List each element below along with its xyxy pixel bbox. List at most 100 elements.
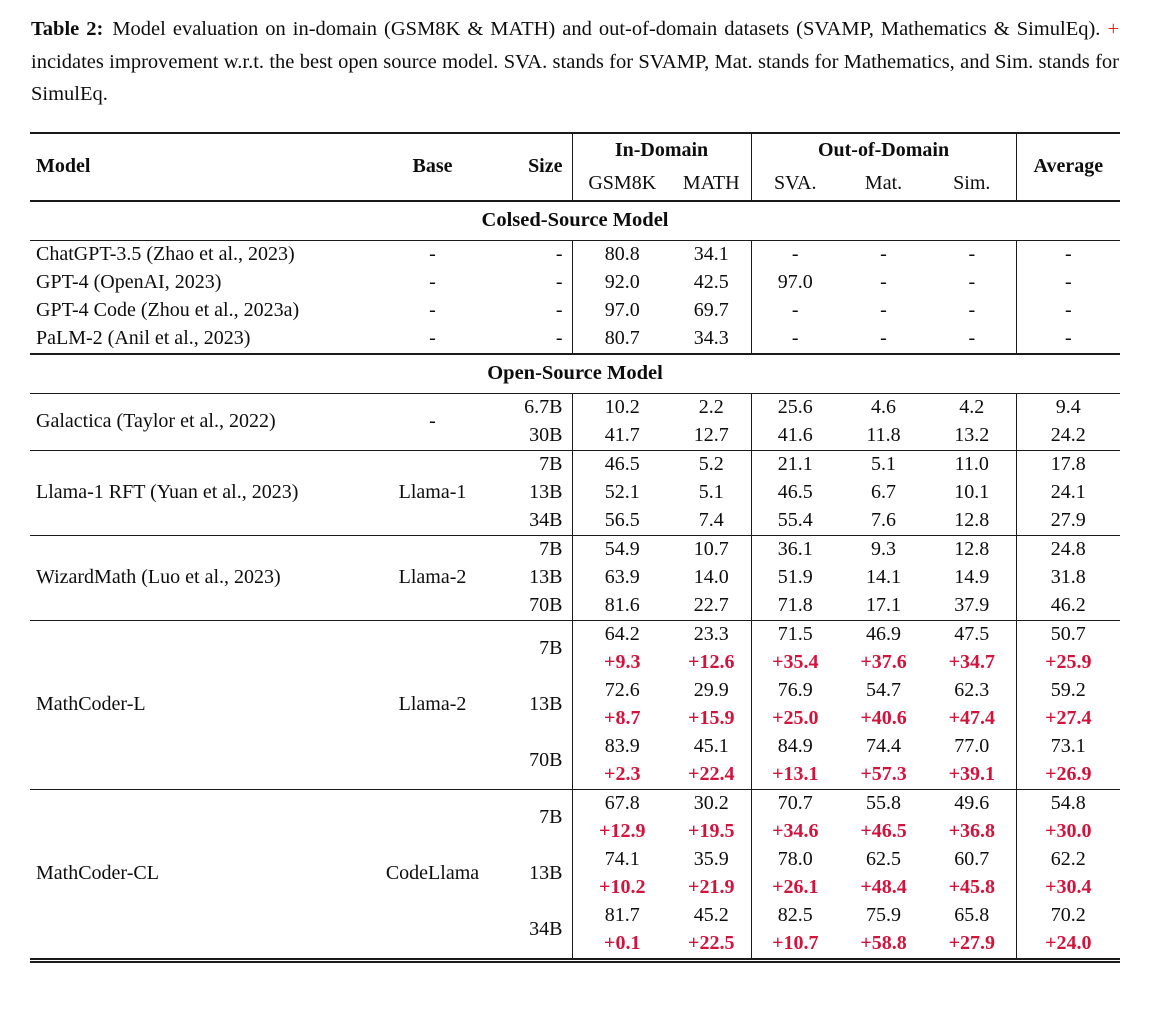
model-name-cell: Llama-1 RFT (Yuan et al., 2023) <box>30 449 370 535</box>
section-title: Open-Source Model <box>30 352 1121 394</box>
metric-value-cell: 7.6 <box>871 509 897 531</box>
metric-value-cell: 59.2 <box>1015 676 1121 705</box>
metric-delta-cell: +58.8 <box>860 932 907 954</box>
column-group-in-domain: In-Domain <box>571 132 752 167</box>
table-row: GPT-4 (OpenAI, 2023) - -92.0 42.5 97.0- - - <box>30 268 1121 297</box>
metric-value-cell: 46.5 <box>750 478 840 507</box>
metric-value-cell: 65.8 <box>954 904 990 926</box>
metric-value-cell: 71.8 <box>750 591 840 620</box>
size-cell: 13B <box>529 693 563 715</box>
metric-value-cell: 72.6 <box>571 676 672 705</box>
metric-value-cell: 22.7 <box>693 594 729 616</box>
metric-value-cell: 55.4 <box>750 506 840 535</box>
metric-value-cell: 80.7 <box>571 324 672 354</box>
metric-value-cell: - <box>968 271 976 293</box>
metric-delta-cell: +36.8 <box>948 820 995 842</box>
size-cell: 6.7B <box>524 396 563 418</box>
metric-value-cell: 24.1 <box>1015 478 1121 507</box>
metric-value-cell: - <box>968 243 976 265</box>
table-caption: Table 2: Model evaluation on in-domain (G… <box>31 13 1119 111</box>
metric-value-cell: 49.6 <box>928 788 1017 818</box>
base-model-cell: - <box>429 243 436 265</box>
metric-value-cell: - <box>968 299 976 321</box>
size-cell: - <box>555 243 563 265</box>
base-model-cell: Llama-2 <box>370 619 495 789</box>
metric-value-cell: 81.6 <box>571 591 672 620</box>
metric-value-cell: 2.2 <box>698 396 724 418</box>
metric-value-cell: - <box>968 327 976 349</box>
size-cell: 13B <box>529 566 563 588</box>
table-row: MathCoder-L Llama-2 7B 64.2 23.3 71.5 46.9 47.5… <box>30 619 1121 789</box>
base-model-cell: - <box>429 410 436 432</box>
metric-value-cell: 21.1 <box>750 449 840 479</box>
metric-delta-cell: +47.4 <box>948 707 995 729</box>
metric-value-cell: 11.0 <box>928 449 1017 479</box>
metric-delta-cell: +12.9 <box>571 817 672 846</box>
metric-value-cell: 55.8 <box>839 788 929 818</box>
metric-delta-cell: +27.9 <box>948 932 995 954</box>
metric-value-cell: 9.3 <box>839 534 929 564</box>
caption-label: Table 2: <box>31 18 104 40</box>
header-group-row: Model Base Size In-Domain Out-of-Domain … <box>30 132 1121 201</box>
base-model-cell: - <box>429 327 436 349</box>
metric-delta-cell: +25.9 <box>1015 648 1121 677</box>
metric-value-cell: 7.4 <box>698 509 724 531</box>
metric-value-cell: - <box>1015 296 1121 325</box>
metric-value-cell: 14.1 <box>866 566 902 588</box>
metric-value-cell: 81.7 <box>571 901 672 930</box>
base-model-cell: CodeLlama <box>370 788 495 960</box>
metric-value-cell: 14.9 <box>954 566 990 588</box>
column-header-math: MATH <box>682 171 740 194</box>
metric-delta-cell: +10.2 <box>571 873 672 902</box>
metric-delta-cell: +9.3 <box>571 648 672 677</box>
model-name-cell: GPT-4 (OpenAI, 2023) <box>36 271 222 293</box>
evaluation-table: Model Base Size In-Domain Out-of-Domain … <box>30 131 1121 963</box>
metric-value-cell: 5.2 <box>672 449 752 479</box>
metric-value-cell: 13.2 <box>954 424 990 446</box>
metric-value-cell: 41.6 <box>750 421 840 450</box>
column-header-sva: SVA. <box>750 166 840 201</box>
metric-value-cell: 12.7 <box>693 424 729 446</box>
metric-value-cell: - <box>880 271 887 293</box>
metric-value-cell: 83.9 <box>571 732 672 761</box>
metric-value-cell: 17.8 <box>1015 449 1121 479</box>
table-row: 34B 81.7 45.2 82.5 75.9 65.8 70.2 <box>30 901 1121 940</box>
metric-delta-cell: +13.1 <box>750 760 840 789</box>
metric-value-cell: 47.5 <box>928 619 1017 649</box>
table-row: PaLM-2 (Anil et al., 2023) - -80.7 34.3- - - - <box>30 324 1121 354</box>
column-header-gsm8k: GSM8K <box>571 166 672 201</box>
metric-value-cell: 56.5 <box>571 506 672 535</box>
metric-value-cell: 31.8 <box>1015 563 1121 592</box>
metric-delta-cell: +26.9 <box>1015 760 1121 789</box>
metric-value-cell: 50.7 <box>1015 619 1121 649</box>
model-name-cell: MathCoder-CL <box>30 788 370 960</box>
metric-value-cell: 27.9 <box>1015 506 1121 535</box>
metric-delta-cell: +45.8 <box>948 876 995 898</box>
metric-value-cell: 54.8 <box>1015 788 1121 818</box>
metric-value-cell: 60.7 <box>954 848 990 870</box>
metric-value-cell: 78.0 <box>750 845 840 874</box>
section-header-row: Open-Source Model <box>30 352 1121 394</box>
table-row: Galactica (Taylor et al., 2022) - 6.7B 10.2… <box>30 393 1121 432</box>
delta-row: +0.1 +22.5 +10.7 +58.8 +27.9 +24.0 <box>30 929 1121 960</box>
size-cell: 13B <box>529 481 563 503</box>
metric-value-cell: 74.4 <box>866 735 902 757</box>
metric-value-cell: 46.2 <box>1015 591 1121 620</box>
metric-value-cell: 5.1 <box>839 449 929 479</box>
metric-value-cell: 84.9 <box>750 732 840 761</box>
model-name-cell: MathCoder-L <box>30 619 370 789</box>
metric-value-cell: 45.1 <box>693 735 729 757</box>
metric-value-cell: 6.7 <box>871 481 897 503</box>
metric-value-cell: 17.1 <box>866 594 902 616</box>
table-row: MathCoder-CL CodeLlama 7B 67.8 30.2 70.7 55.8 4… <box>30 788 1121 960</box>
section-title: Colsed-Source Model <box>30 199 1121 241</box>
metric-value-cell: 77.0 <box>954 735 990 757</box>
metric-value-cell: 51.9 <box>750 563 840 592</box>
metric-value-cell: 82.5 <box>750 901 840 930</box>
delta-row: +12.9 +19.5 +34.6 +46.5 +36.8 +30.0 <box>30 817 1121 846</box>
metric-value-cell: 75.9 <box>866 904 902 926</box>
table-row: Llama-1 RFT (Yuan et al., 2023) Llama-1 7B… <box>30 449 1121 535</box>
size-cell: 7B <box>495 449 572 479</box>
metric-delta-cell: +46.5 <box>860 820 907 842</box>
base-model-cell: - <box>429 271 436 293</box>
